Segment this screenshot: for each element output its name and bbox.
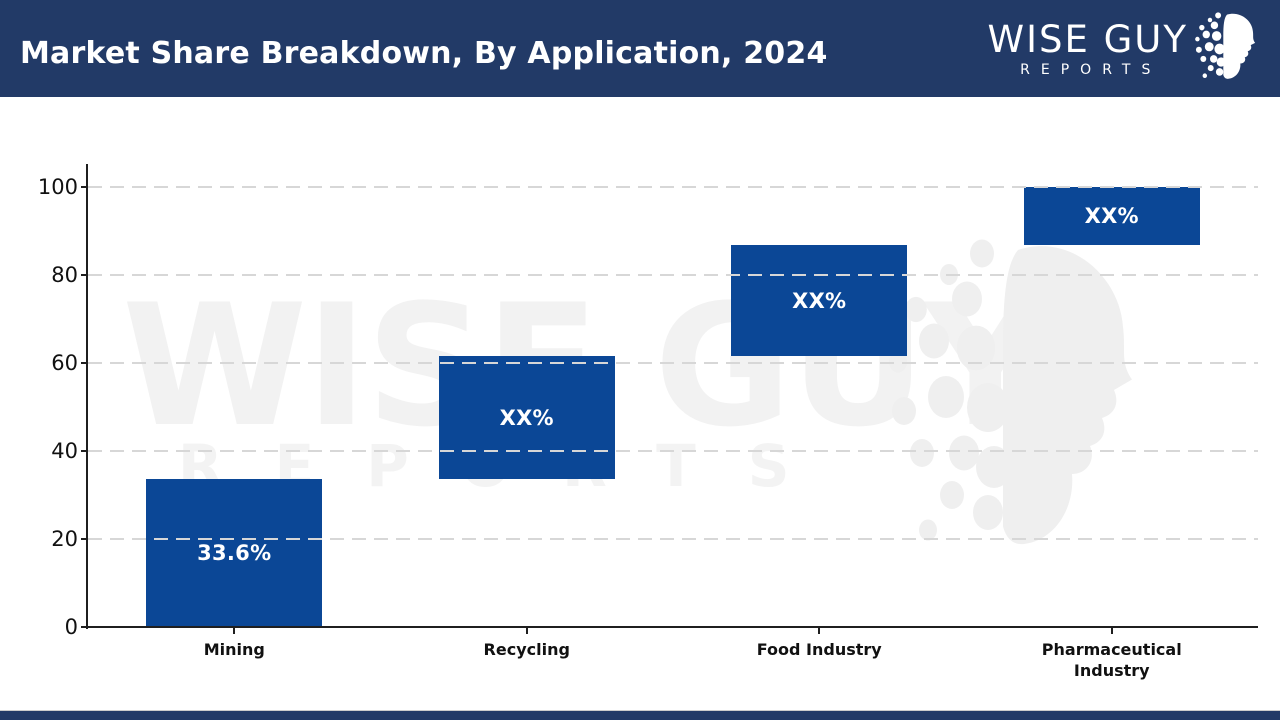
y-axis-tick — [81, 450, 88, 452]
gridline — [88, 538, 1258, 540]
y-axis-tick-label: 80 — [51, 263, 78, 287]
x-axis-tick — [1110, 628, 1113, 634]
footer-bar — [0, 710, 1280, 720]
y-axis-tick-label: 0 — [64, 615, 78, 639]
brand-logo: WISE GUY REPORTS — [988, 6, 1264, 92]
bar-value-label: XX% — [499, 405, 554, 430]
page-title: Market Share Breakdown, By Application, … — [20, 36, 828, 71]
bar-food-industry: XX% — [731, 245, 908, 357]
x-axis-line — [86, 626, 1258, 628]
gridline — [88, 186, 1258, 188]
x-axis-category-label: Food Industry — [756, 640, 882, 659]
y-axis-tick-label: 60 — [51, 351, 78, 375]
header-banner: Market Share Breakdown, By Application, … — [0, 0, 1280, 97]
y-axis-tick-label: 20 — [51, 527, 78, 551]
gridline — [88, 362, 1258, 364]
y-axis-line — [86, 164, 88, 629]
logo-wordmark: WISE GUY — [987, 18, 1188, 61]
y-axis-tick — [81, 626, 88, 628]
x-axis-category-label: Pharmaceutical Industry — [1041, 640, 1182, 680]
x-axis-tick — [818, 628, 821, 634]
gridline — [88, 274, 1258, 276]
x-axis-tick — [525, 628, 528, 634]
logo-subtext: REPORTS — [1020, 62, 1162, 78]
x-axis-category-label: Recycling — [483, 640, 570, 659]
bar-value-label: XX% — [792, 288, 847, 313]
x-axis-tick — [233, 628, 236, 634]
y-axis-tick-label: 40 — [51, 439, 78, 463]
bar-value-label: XX% — [1084, 204, 1139, 229]
y-axis-tick — [81, 274, 88, 276]
x-axis-category-label: Mining — [203, 640, 265, 659]
bar-recycling: XX% — [438, 356, 615, 480]
gridline — [88, 450, 1258, 452]
bar-value-label: 33.6% — [197, 541, 272, 566]
y-axis-tick — [81, 362, 88, 364]
logo-wordmark-group: WISE GUY REPORTS — [987, 18, 1188, 79]
y-axis-tick — [81, 186, 88, 188]
bar-pharmaceutical-industry: XX% — [1023, 187, 1200, 246]
y-axis-tick — [81, 538, 88, 540]
y-axis-tick-label: 100 — [37, 175, 78, 199]
logo-head-icon — [1195, 12, 1256, 79]
watermark-head-icon — [889, 239, 1132, 545]
bar-mining: 33.6% — [146, 479, 323, 627]
